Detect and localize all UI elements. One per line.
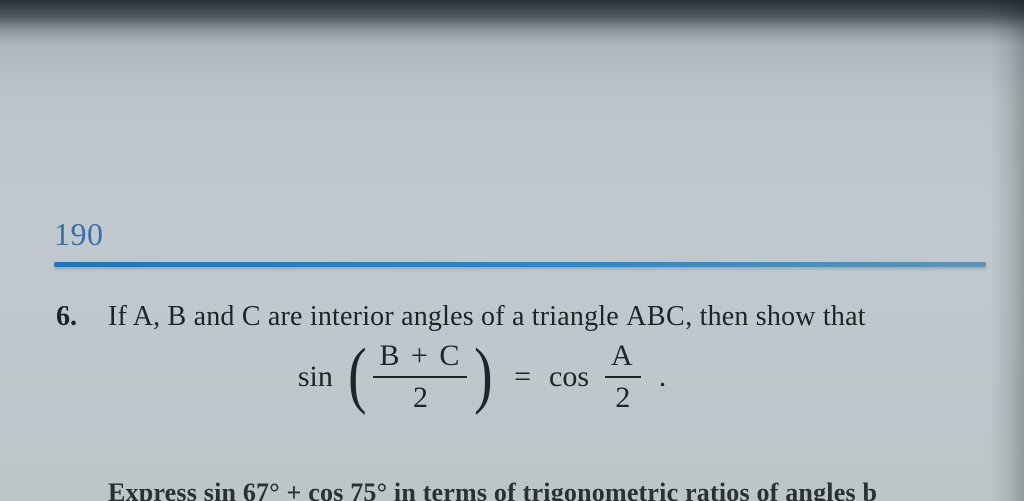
page-number: 190 xyxy=(54,216,104,253)
cutoff-text: Express sin 67° + cos 75° in terms of tr… xyxy=(108,478,877,501)
horizontal-rule xyxy=(54,262,986,267)
question-text-prefix: If A, B and C are interior angles of a t… xyxy=(108,301,626,332)
lhs-paren-group: ( B + C 2 ) xyxy=(345,340,496,413)
question-number: 6. xyxy=(56,298,77,336)
rhs-function: cos xyxy=(549,360,589,394)
close-paren-icon: ) xyxy=(475,347,493,403)
lhs-fraction: B + C 2 xyxy=(373,340,467,413)
question-text-suffix: , then show that xyxy=(685,301,866,332)
cutoff-line: 7 Express sin 67° + cos 75° in terms of … xyxy=(108,478,1024,501)
open-paren-icon: ( xyxy=(348,347,366,403)
period: . xyxy=(659,360,667,394)
lhs-numerator: B + C xyxy=(373,340,467,374)
question-text: If A, B and C are interior angles of a t… xyxy=(108,301,866,332)
triangle-name: ABC xyxy=(626,301,685,332)
rhs-fraction: A 2 xyxy=(605,340,641,413)
page-edge-shadow xyxy=(990,0,1024,501)
textbook-page: 190 6. If A, B and C are interior angles… xyxy=(0,0,1024,501)
rhs-denominator: 2 xyxy=(609,380,636,414)
rhs-numerator: A xyxy=(605,340,641,374)
question-block: 6. If A, B and C are interior angles of … xyxy=(108,298,984,336)
fraction-bar xyxy=(373,376,467,378)
lhs-denominator: 2 xyxy=(407,380,434,414)
fraction-bar xyxy=(605,376,641,378)
lhs-function: sin xyxy=(298,360,333,394)
equals-sign: = xyxy=(508,360,537,394)
formula: sin ( B + C 2 ) = cos A 2 . xyxy=(0,340,964,413)
